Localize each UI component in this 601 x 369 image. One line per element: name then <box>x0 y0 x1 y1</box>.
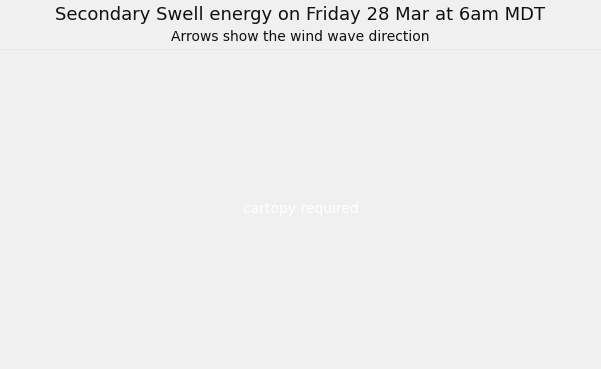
Text: Secondary Swell energy on Friday 28 Mar at 6am MDT: Secondary Swell energy on Friday 28 Mar … <box>55 6 546 24</box>
Text: cartopy required: cartopy required <box>243 203 358 216</box>
Text: Arrows show the wind wave direction: Arrows show the wind wave direction <box>171 30 430 44</box>
